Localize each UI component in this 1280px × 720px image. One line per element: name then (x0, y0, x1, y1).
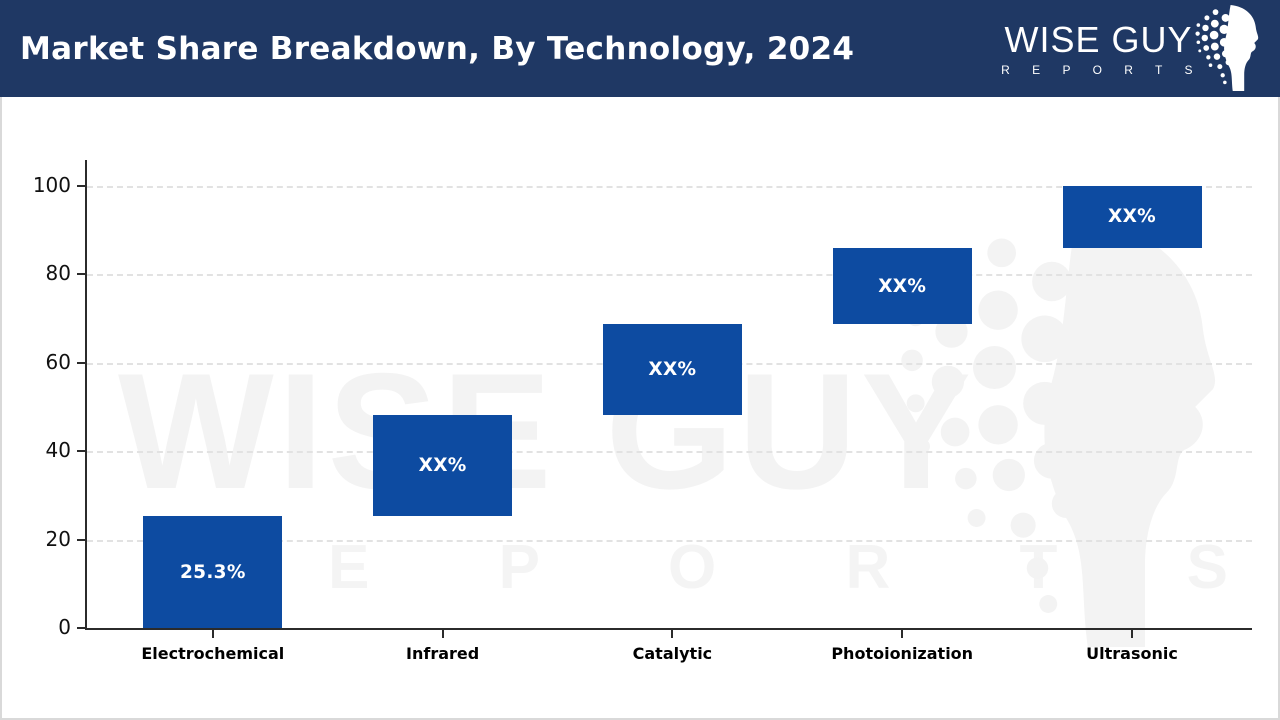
x-axis-label: Ultrasonic (1086, 644, 1178, 663)
logo-wordmark: WISE GUY (1004, 19, 1193, 60)
logo-text: WISE GUY R E P O R T S (995, 19, 1202, 78)
watermark-subtitle: R E P O R T S (154, 533, 1280, 602)
chart-title: Market Share Breakdown, By Technology, 2… (20, 30, 855, 67)
gridline (87, 451, 1252, 454)
bar-value-label: XX% (418, 454, 467, 476)
bar-value-label: 25.3% (179, 561, 246, 583)
bar-ultrasonic: XX% (1062, 186, 1202, 248)
x-axis-label: Catalytic (632, 644, 713, 663)
bar-value-label: XX% (648, 358, 697, 380)
y-tick-label: 20 (45, 526, 71, 551)
x-axis-label: Photoionization (831, 644, 974, 663)
y-tick-label: 40 (45, 438, 71, 463)
y-tick-label: 0 (58, 615, 71, 639)
x-tick (211, 630, 214, 638)
bar-photoionization: XX% (832, 247, 972, 325)
x-axis-line (85, 628, 1252, 630)
gridline (87, 274, 1252, 277)
y-tick (77, 627, 85, 629)
wise-guy-reports-logo: WISE GUY R E P O R T S (995, 4, 1266, 95)
bar-infrared: XX% (373, 414, 513, 517)
y-tick (77, 185, 85, 187)
plot-area: 0 20 40 60 80 100 25.3% Electrochemical XX% Infra… (33, 160, 1252, 663)
bar-electrochemical: 25.3% (143, 516, 283, 628)
y-axis-line (85, 160, 87, 630)
logo-subtitle: R E P O R T S (1001, 63, 1202, 77)
y-tick-label: 80 (45, 261, 71, 286)
y-tick (77, 361, 85, 364)
y-tick (77, 538, 85, 541)
y-tick-label: 60 (45, 349, 71, 374)
gridline (87, 186, 1252, 188)
x-axis-label: Electrochemical (141, 644, 285, 663)
bar-value-label: XX% (1108, 206, 1156, 228)
bar-catalytic: XX% (602, 324, 742, 415)
watermark-dotted-face-icon (874, 217, 1244, 651)
y-tick (77, 273, 85, 276)
chart-area: WISE GUY R E P O R T S 0 20 40 60 80 100 25.3%… (0, 97, 1280, 720)
bar-value-label: XX% (878, 275, 927, 297)
x-axis-label: Infrared (406, 644, 480, 663)
watermark-wordmark: WISE GUY (118, 339, 976, 523)
y-tick-label: 100 (32, 173, 71, 197)
dotted-face-icon (1188, 4, 1266, 95)
header-bar: Market Share Breakdown, By Technology, 2… (0, 0, 1280, 97)
x-tick (901, 630, 904, 638)
x-tick (441, 630, 444, 638)
y-tick (77, 450, 85, 453)
gridline (87, 539, 1252, 542)
x-tick (671, 630, 674, 638)
x-tick (1131, 630, 1133, 638)
